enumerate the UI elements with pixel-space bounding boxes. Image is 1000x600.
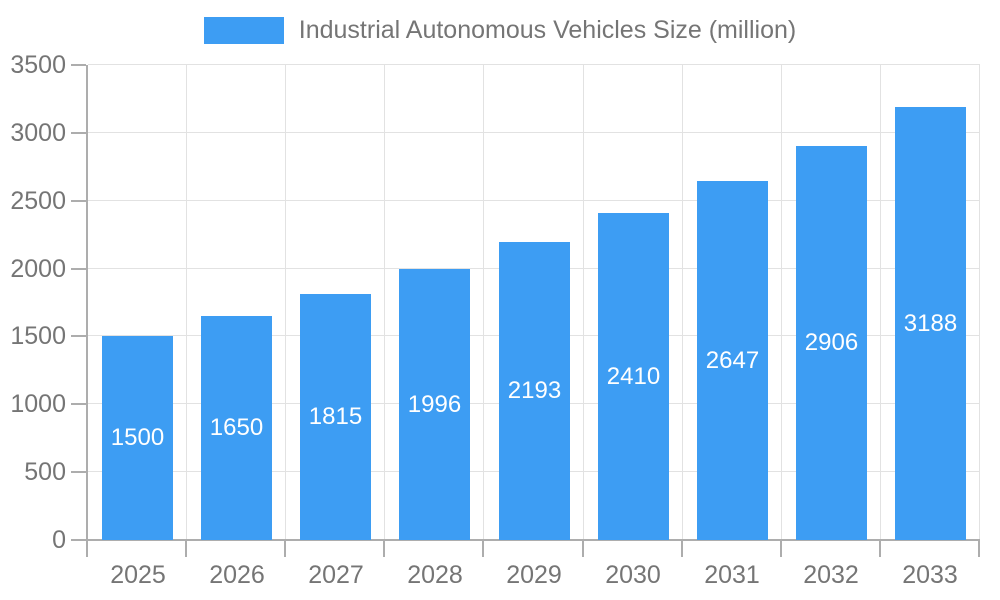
x-axis-line	[86, 539, 980, 541]
x-axis-tick-label: 2033	[902, 561, 958, 589]
gridline-vertical	[781, 65, 782, 540]
y-axis-tick-label: 500	[24, 458, 66, 486]
x-axis-tick-label: 2025	[110, 561, 166, 589]
bar-value-label: 2647	[705, 346, 760, 374]
x-axis-tick-label: 2032	[803, 561, 859, 589]
y-axis-tick-label: 1500	[10, 322, 66, 350]
gridline-vertical	[583, 65, 584, 540]
x-axis-tick	[86, 540, 88, 557]
gridline-vertical	[880, 65, 881, 540]
bar-value-label: 2410	[606, 362, 661, 390]
bar-value-label: 1815	[308, 403, 363, 430]
bar[interactable]: 2410	[598, 213, 669, 540]
gridline-vertical	[186, 65, 187, 540]
x-axis-tick	[780, 540, 782, 557]
y-axis-tick	[71, 471, 86, 473]
gridline-vertical	[483, 65, 484, 540]
bar[interactable]: 1650	[201, 316, 272, 540]
x-axis-tick	[681, 540, 683, 557]
y-axis-tick	[71, 64, 86, 66]
x-axis-tick-label: 2026	[209, 561, 265, 589]
y-axis-tick	[71, 132, 86, 134]
bar[interactable]: 1996	[399, 269, 470, 540]
x-axis-tick	[879, 540, 881, 557]
x-axis-tick-label: 2031	[704, 561, 760, 589]
bar-value-label: 2193	[507, 377, 562, 404]
x-axis-tick-label: 2030	[605, 561, 661, 589]
y-axis-tick-label: 1000	[10, 390, 66, 418]
bar[interactable]: 2647	[697, 181, 768, 540]
bar-value-label: 2906	[804, 329, 859, 356]
bar[interactable]: 3188	[895, 107, 966, 540]
x-axis-tick-label: 2027	[308, 561, 364, 589]
y-axis-tick-label: 2500	[10, 187, 66, 215]
x-axis-tick	[284, 540, 286, 557]
gridline-vertical	[682, 65, 683, 540]
y-axis-tick	[71, 268, 86, 270]
bar-value-label: 1500	[110, 424, 165, 451]
y-axis-tick	[71, 403, 86, 405]
x-axis-tick	[582, 540, 584, 557]
x-axis-tick	[978, 540, 980, 557]
x-axis-tick-label: 2029	[506, 561, 562, 589]
x-axis-tick-label: 2028	[407, 561, 463, 589]
y-axis-tick-label: 0	[52, 526, 66, 554]
y-axis-tick	[71, 335, 86, 337]
y-axis-tick-label: 3500	[10, 51, 66, 79]
gridline-horizontal	[88, 64, 980, 65]
gridline-vertical	[285, 65, 286, 540]
y-axis-tick-label: 3000	[10, 119, 66, 147]
y-axis-tick	[71, 200, 86, 202]
bar-value-label: 3188	[903, 309, 958, 337]
y-axis-tick-label: 2000	[10, 255, 66, 283]
bar-value-label: 1650	[209, 414, 264, 441]
x-axis-tick	[185, 540, 187, 557]
bar[interactable]: 1500	[102, 336, 173, 540]
x-axis-tick	[482, 540, 484, 557]
gridline-vertical	[979, 65, 980, 540]
y-axis-tick	[71, 539, 86, 541]
legend-label: Industrial Autonomous Vehicles Size (mil…	[298, 16, 797, 44]
y-axis-line	[86, 65, 88, 540]
bar[interactable]: 1815	[300, 294, 371, 540]
x-axis-tick	[383, 540, 385, 557]
gridline-vertical	[384, 65, 385, 540]
bar[interactable]: 2193	[499, 242, 570, 540]
gridline-horizontal	[88, 200, 980, 201]
gridline-horizontal	[88, 132, 980, 133]
legend-swatch	[203, 17, 284, 44]
bar[interactable]: 2906	[796, 146, 867, 540]
legend[interactable]: Industrial Autonomous Vehicles Size (mil…	[0, 16, 1000, 45]
bar-value-label: 1996	[407, 390, 462, 418]
